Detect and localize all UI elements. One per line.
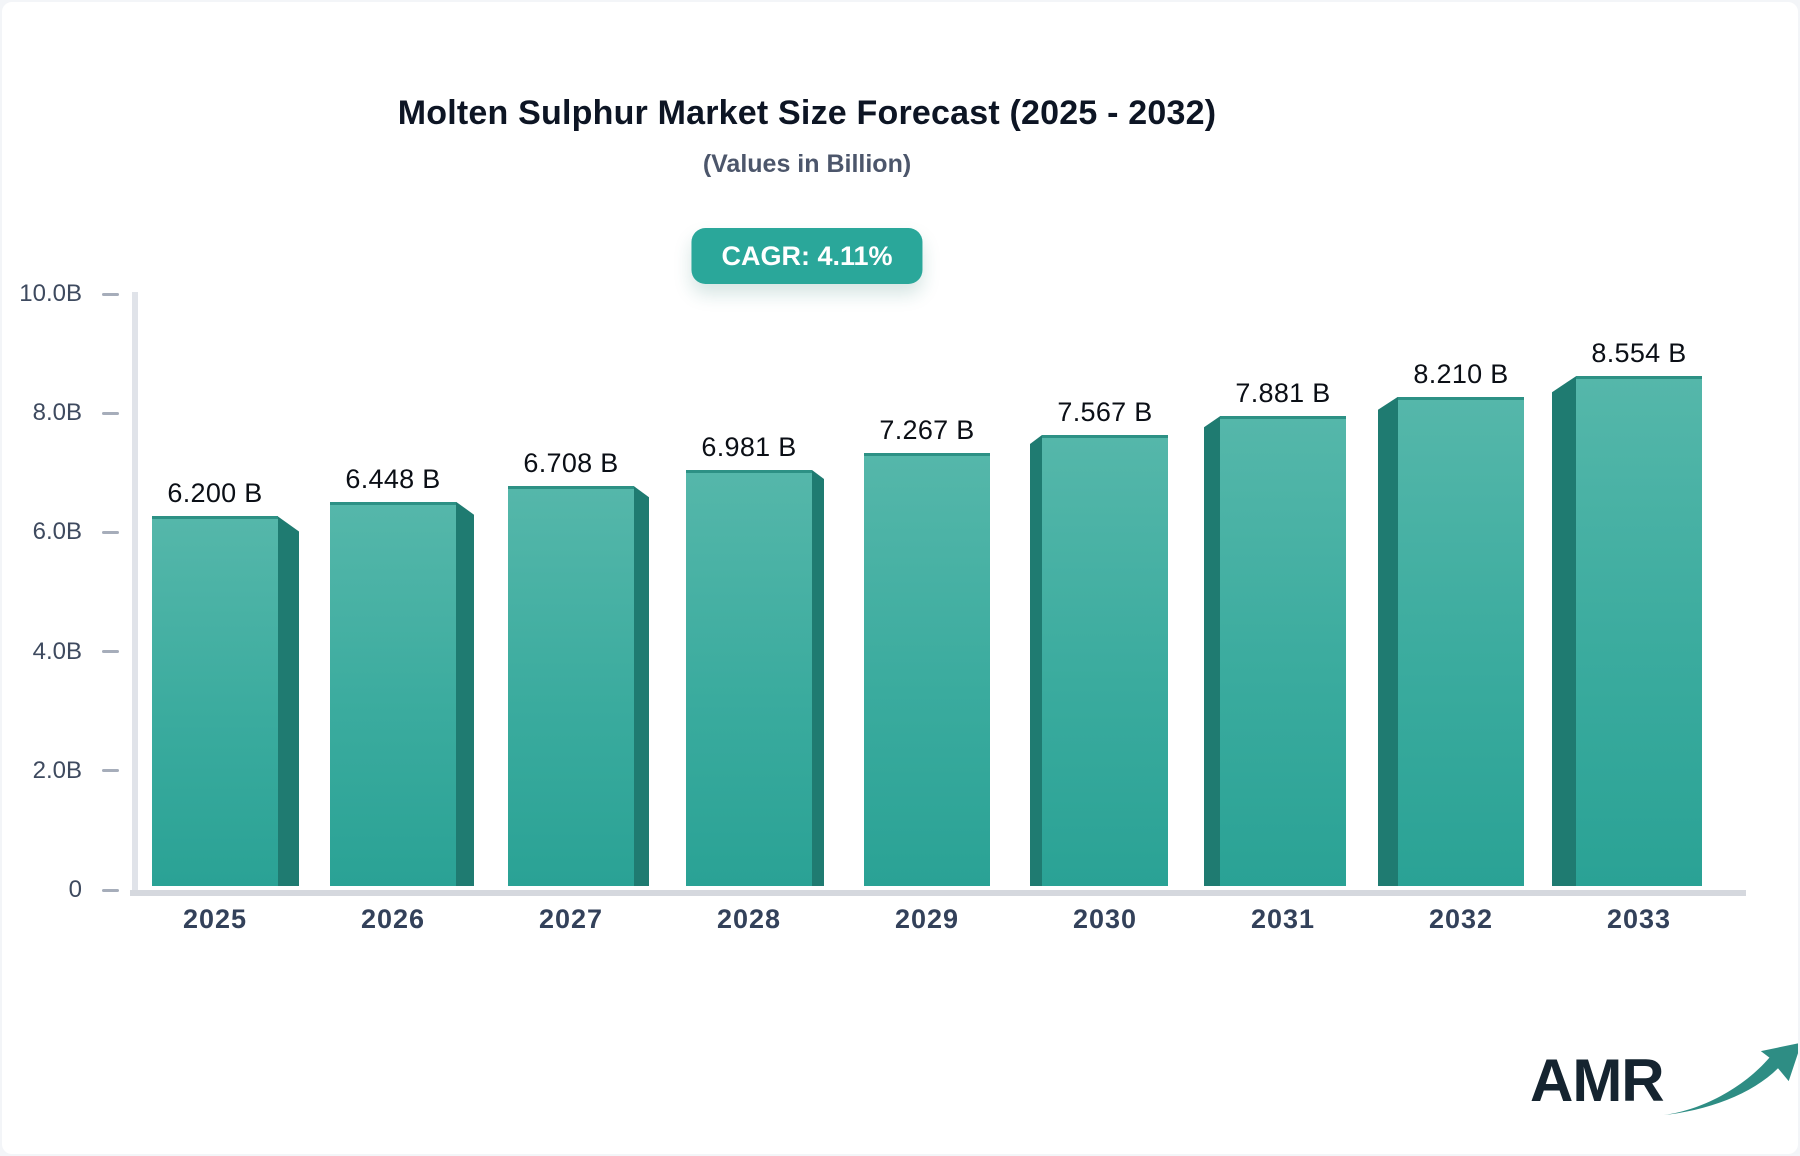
bar-value-label: 7.567 B bbox=[1057, 397, 1153, 427]
bar-face bbox=[330, 501, 456, 886]
x-axis-label: 2032 bbox=[1428, 904, 1494, 934]
y-axis-tick bbox=[102, 769, 119, 773]
bar-side-right bbox=[278, 516, 299, 886]
x-axis-label: 2029 bbox=[894, 904, 960, 934]
bar-side-left bbox=[1204, 416, 1220, 886]
bar-face bbox=[1042, 435, 1168, 886]
bar-2027 bbox=[508, 486, 649, 886]
chart-title: Molten Sulphur Market Size Forecast (202… bbox=[397, 94, 1217, 132]
bar-2030 bbox=[1030, 435, 1168, 886]
bar-value-label: 8.554 B bbox=[1591, 338, 1687, 369]
y-axis-tick bbox=[102, 530, 119, 534]
cagr-badge: CAGR: 4.11% bbox=[691, 228, 923, 284]
bar-value-label: 7.881 B bbox=[1235, 378, 1331, 409]
x-axis-label: 2026 bbox=[360, 904, 426, 934]
x-axis-label: 2031 bbox=[1250, 904, 1316, 934]
bar-face bbox=[1398, 396, 1524, 886]
bar-side-left bbox=[1552, 376, 1576, 886]
bar-value-label: 6.200 B bbox=[167, 478, 263, 509]
y-axis-tick bbox=[102, 888, 119, 892]
growth-arrow-icon bbox=[1660, 1043, 1798, 1116]
y-axis-tick bbox=[102, 292, 119, 296]
bar-2029 bbox=[864, 452, 990, 886]
bar-side-left bbox=[1030, 435, 1042, 886]
bar-face bbox=[686, 469, 812, 886]
x-axis-baseline bbox=[130, 890, 1746, 896]
bar-2033 bbox=[1552, 376, 1702, 886]
bar-value-label: 6.448 B bbox=[345, 463, 441, 494]
bar-face bbox=[152, 516, 278, 886]
bar-face bbox=[1576, 376, 1702, 886]
y-axis-label: 8.0B bbox=[32, 399, 82, 427]
bar-face bbox=[864, 452, 990, 886]
bar-value-label: 6.981 B bbox=[701, 431, 797, 462]
y-axis-tick bbox=[102, 650, 119, 654]
x-axis-label: 2027 bbox=[538, 904, 604, 934]
bar-2025 bbox=[152, 516, 299, 886]
y-axis-label: 2.0B bbox=[32, 756, 82, 784]
x-axis-label: 2028 bbox=[716, 904, 782, 934]
bar-face bbox=[1220, 416, 1346, 886]
bar-value-label: 8.210 B bbox=[1413, 358, 1509, 389]
y-axis-label: 10.0B bbox=[19, 280, 82, 307]
bar-2026 bbox=[330, 501, 474, 886]
y-axis-line bbox=[132, 292, 138, 892]
y-axis-label: 6.0B bbox=[32, 518, 82, 546]
bar-2028 bbox=[686, 469, 824, 886]
y-axis-tick bbox=[102, 411, 119, 415]
y-axis-label: 0 bbox=[68, 876, 82, 903]
x-axis-label: 2030 bbox=[1072, 904, 1138, 934]
x-axis-label: 2033 bbox=[1606, 904, 1672, 934]
bar-side-left bbox=[1378, 396, 1398, 886]
bar-2032 bbox=[1378, 396, 1524, 886]
bar-value-label: 6.708 B bbox=[523, 448, 619, 479]
bar-side-right bbox=[456, 501, 474, 886]
bar-face bbox=[508, 486, 634, 886]
x-axis-label: 2025 bbox=[182, 904, 248, 934]
bar-2031 bbox=[1204, 416, 1346, 886]
bar-value-label: 7.267 B bbox=[879, 414, 975, 445]
y-axis-label: 4.0B bbox=[32, 637, 82, 665]
chart-subtitle: (Values in Billion) bbox=[702, 150, 912, 178]
bar-side-right bbox=[812, 469, 824, 886]
amr-logo: AMR bbox=[1530, 1034, 1798, 1134]
amr-logo-text: AMR bbox=[1530, 1047, 1665, 1114]
bar-side-right bbox=[634, 486, 649, 886]
